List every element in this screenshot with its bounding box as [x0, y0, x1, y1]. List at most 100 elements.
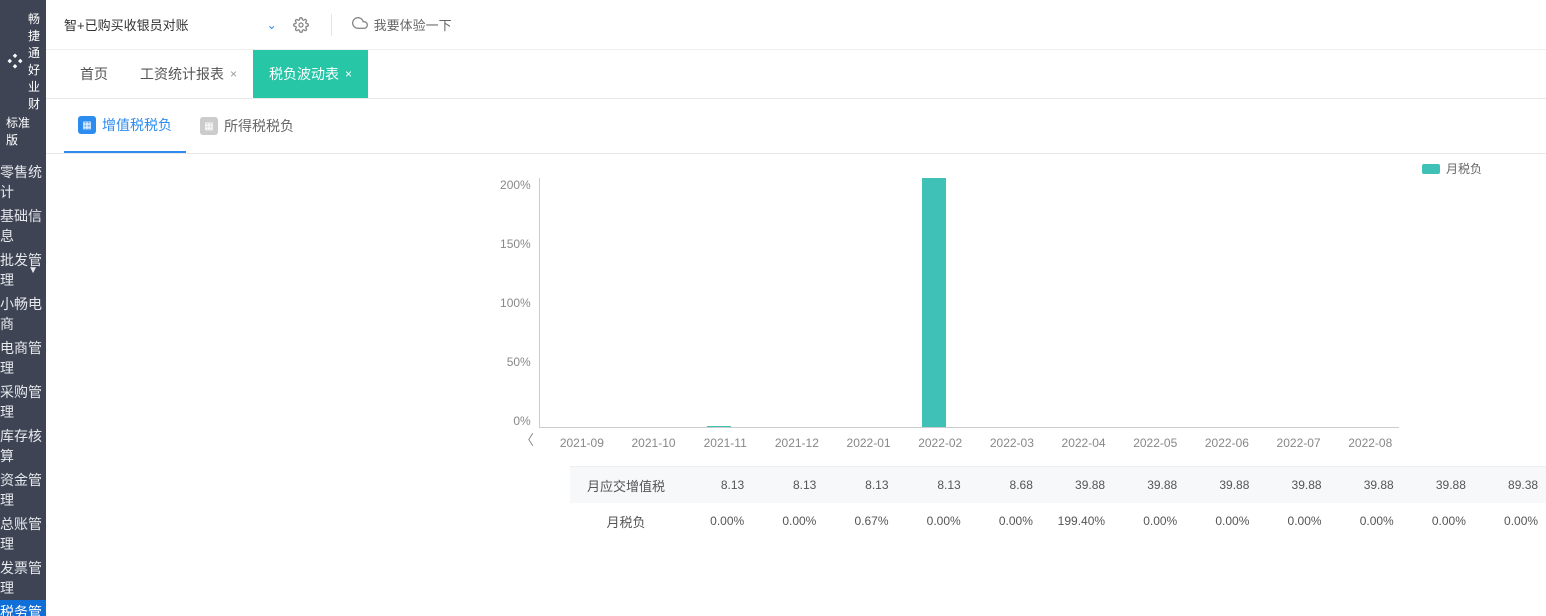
xlabel: 2021-09 [546, 436, 618, 450]
cell: 39.88 [1332, 478, 1404, 492]
topbar: 智+已购买收银员对账 ⌄ 我要体验一下 [46, 0, 1546, 50]
cell: 8.13 [682, 478, 754, 492]
cell: 0.00% [971, 514, 1043, 528]
cell: 0.00% [682, 514, 754, 528]
main-area: 智+已购买收银员对账 ⌄ 我要体验一下 首页 工资统计报表 × 税负波动表 × ▦ 增值税… [46, 0, 1546, 616]
sidebar-item[interactable]: 零售统计 [0, 160, 46, 204]
data-table: 月应交增值税8.138.138.138.138.6839.8839.8839.8… [570, 466, 1546, 539]
table-row: 月税负0.00%0.00%0.67%0.00%0.00%199.40%0.00%… [570, 503, 1546, 539]
cell: 8.13 [899, 478, 971, 492]
sub-tab[interactable]: ▦ 增值税税负 [64, 99, 186, 153]
sub-tab[interactable]: ▦ 所得税税负 [186, 99, 308, 153]
cell: 0.00% [1404, 514, 1476, 528]
chart-bar [707, 426, 731, 427]
table-row: 月应交增值税8.138.138.138.138.6839.8839.8839.8… [570, 467, 1546, 503]
sidebar: 畅捷通好业财 标准版 零售统计基础信息批发管理▼小畅电商电商管理采购管理库存核算… [0, 0, 46, 616]
sub-tabs: ▦ 增值税税负 ▦ 所得税税负 [64, 99, 1546, 153]
cell: 0.00% [1476, 514, 1546, 528]
cell: 39.88 [1043, 478, 1115, 492]
sidebar-item[interactable]: 批发管理▼ [0, 248, 46, 292]
tab-label: 税负波动表 [269, 64, 339, 84]
content: ▦ 增值税税负 ▦ 所得税税负 月税负 200% 150% 100% 50% 0% 〈 202… [46, 98, 1546, 616]
sidebar-item[interactable]: 资金管理 [0, 468, 46, 512]
xlabel: 2022-01 [833, 436, 905, 450]
sidebar-item[interactable]: 库存核算 [0, 424, 46, 468]
subtab-label: 增值税税负 [102, 115, 172, 135]
ytick: 100% [500, 296, 531, 310]
subtab-icon: ▦ [200, 117, 218, 135]
org-selector-text: 智+已购买收银员对账 [64, 15, 189, 34]
sidebar-item[interactable]: 电商管理 [0, 336, 46, 380]
cell: 8.13 [826, 478, 898, 492]
legend-swatch [1422, 164, 1440, 174]
chart-plot [539, 178, 1399, 428]
caret-down-icon: ▼ [28, 265, 38, 276]
xlabel: 2022-07 [1263, 436, 1335, 450]
sidebar-item[interactable]: 发票管理 [0, 556, 46, 600]
try-experience-text: 我要体验一下 [374, 15, 452, 34]
brand-logo-icon [6, 52, 24, 70]
cell: 0.67% [826, 514, 898, 528]
close-icon[interactable]: × [345, 67, 352, 81]
chart-prev-icon[interactable]: 〈 [520, 430, 540, 450]
cell: 39.88 [1187, 478, 1259, 492]
subtab-label: 所得税税负 [224, 116, 294, 136]
divider [331, 14, 332, 36]
xlabel: 2022-02 [904, 436, 976, 450]
row-head: 月税负 [570, 512, 682, 531]
sidebar-item[interactable]: 总账管理 [0, 512, 46, 556]
close-icon[interactable]: × [230, 67, 237, 81]
cell: 39.88 [1259, 478, 1331, 492]
xlabel: 2022-08 [1334, 436, 1406, 450]
page-tabs: 首页 工资统计报表 × 税负波动表 × [46, 50, 1546, 98]
gear-icon[interactable] [291, 15, 311, 35]
cell: 0.00% [1187, 514, 1259, 528]
cell: 199.40% [1043, 514, 1115, 528]
chart-legend: 月税负 [1422, 160, 1482, 177]
tab-label: 工资统计报表 [140, 64, 224, 84]
cell: 8.68 [971, 478, 1043, 492]
xlabel: 2022-05 [1119, 436, 1191, 450]
org-selector[interactable]: 智+已购买收银员对账 ⌄ [64, 15, 277, 34]
cell: 0.00% [1115, 514, 1187, 528]
cell: 39.88 [1404, 478, 1476, 492]
try-experience-link[interactable]: 我要体验一下 [352, 15, 452, 34]
cell: 39.88 [1115, 478, 1187, 492]
sidebar-item[interactable]: 税务管理 [0, 600, 46, 616]
brand-name: 畅捷通好业财 [28, 10, 40, 112]
ytick: 150% [500, 237, 531, 251]
page-tab[interactable]: 首页 [64, 50, 124, 98]
subtab-icon: ▦ [78, 116, 96, 134]
sidebar-item[interactable]: 小畅电商 [0, 292, 46, 336]
cell: 0.00% [1332, 514, 1404, 528]
xlabel: 2021-10 [618, 436, 690, 450]
cell: 0.00% [754, 514, 826, 528]
ytick: 50% [507, 355, 531, 369]
legend-label: 月税负 [1446, 160, 1482, 177]
xlabel: 2022-03 [976, 436, 1048, 450]
chart-xaxis: 2021-092021-102021-112021-122022-012022-… [546, 436, 1406, 450]
ytick: 0% [513, 414, 530, 428]
tab-label: 首页 [80, 64, 108, 84]
sidebar-menu: 零售统计基础信息批发管理▼小畅电商电商管理采购管理库存核算资金管理总账管理发票管… [0, 160, 46, 616]
page-tab[interactable]: 工资统计报表 × [124, 50, 253, 98]
ytick: 200% [500, 178, 531, 192]
cell: 89.38 [1476, 478, 1546, 492]
xlabel: 2021-12 [761, 436, 833, 450]
row-head: 月应交增值税 [570, 476, 682, 495]
cloud-icon [352, 15, 368, 34]
brand-edition: 标准版 [6, 114, 40, 148]
chart-bar [922, 178, 946, 427]
page-tab[interactable]: 税负波动表 × [253, 50, 368, 98]
sidebar-item[interactable]: 采购管理 [0, 380, 46, 424]
cell: 0.00% [899, 514, 971, 528]
sidebar-item[interactable]: 基础信息 [0, 204, 46, 248]
xlabel: 2022-04 [1048, 436, 1120, 450]
chart-area: 月税负 200%150%100%50%0% 〈 2021-092021-1020… [46, 154, 1546, 539]
chevron-down-icon: ⌄ [267, 18, 277, 32]
xlabel: 2022-06 [1191, 436, 1263, 450]
chart-yaxis: 200% 150% 100% 50% 0% [500, 178, 539, 428]
cell: 0.00% [1259, 514, 1331, 528]
brand-block: 畅捷通好业财 标准版 [0, 0, 46, 160]
xlabel: 2021-11 [689, 436, 761, 450]
